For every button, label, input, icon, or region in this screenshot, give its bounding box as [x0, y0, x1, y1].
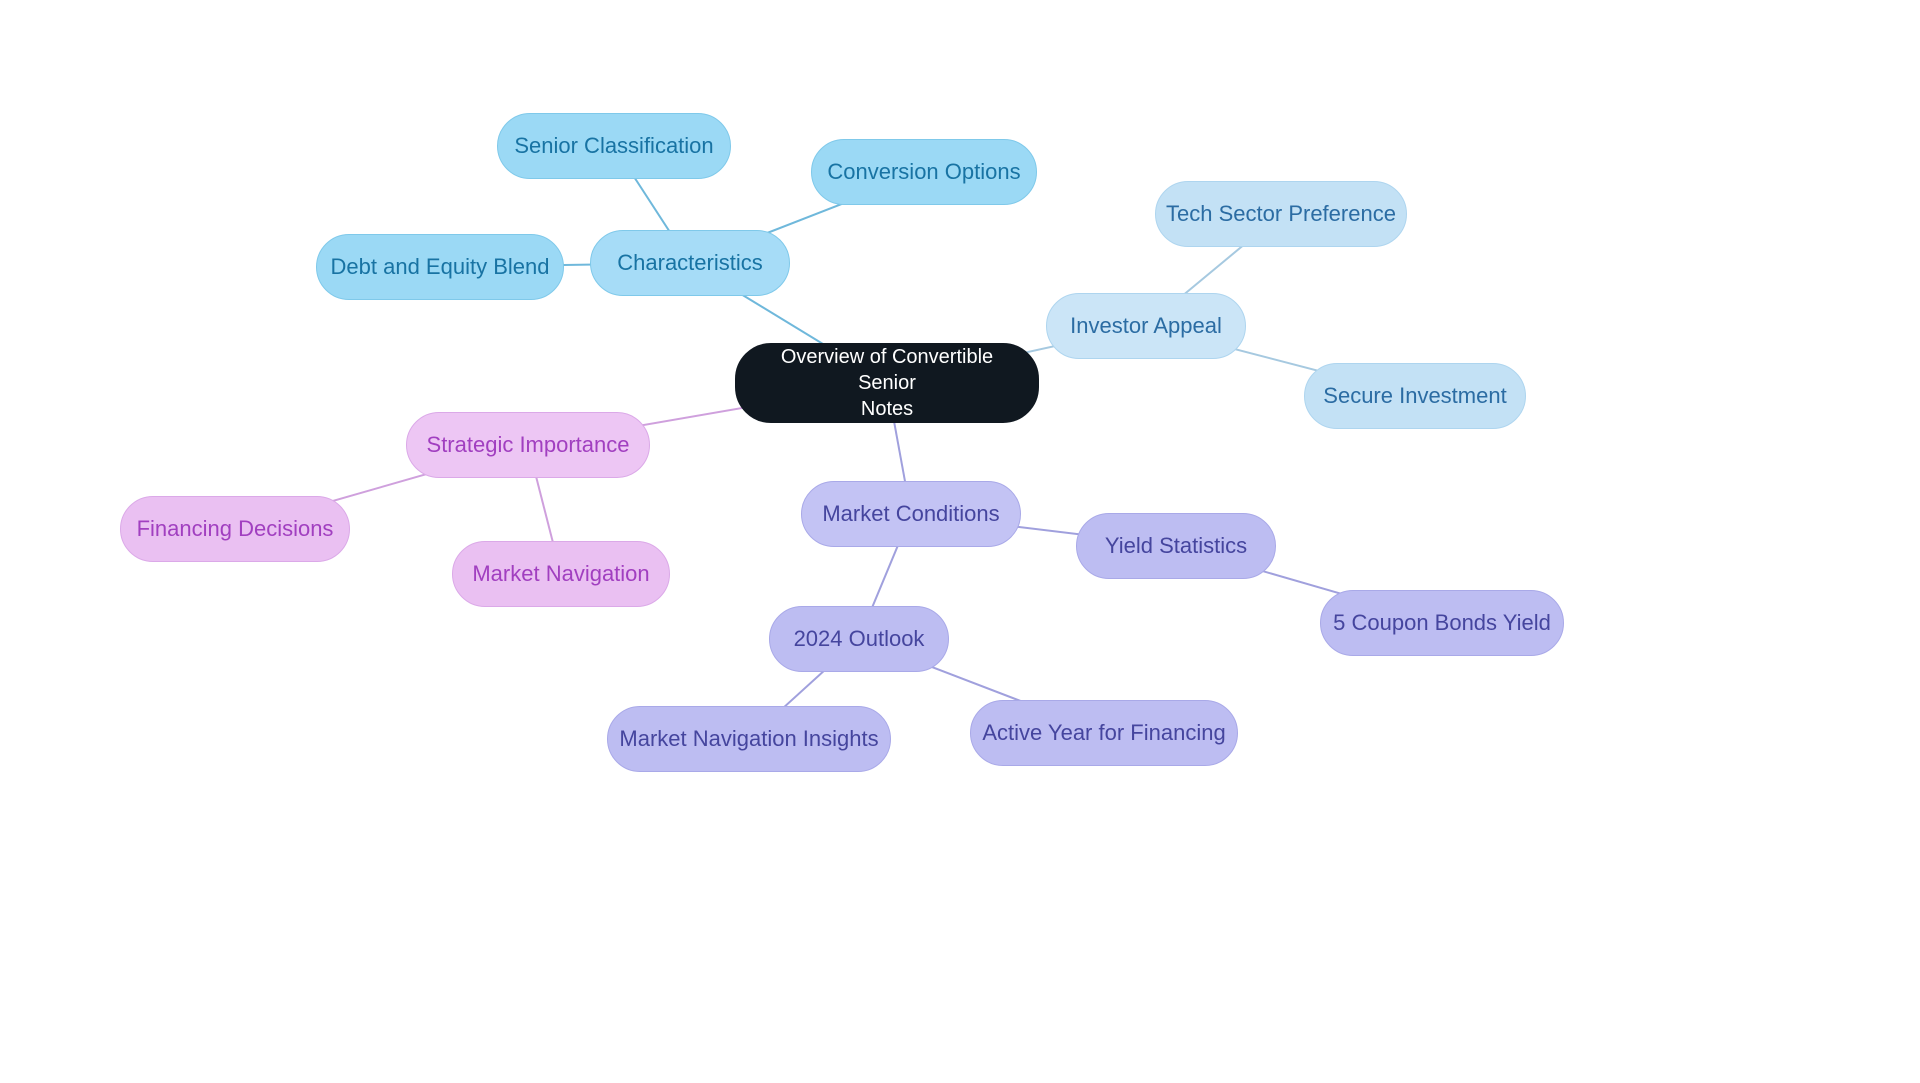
node-label-conversion-options: Conversion Options: [827, 159, 1020, 185]
node-active-year-financing: Active Year for Financing: [970, 700, 1238, 766]
node-label-market-navigation-insights: Market Navigation Insights: [619, 726, 878, 752]
node-secure-investment: Secure Investment: [1304, 363, 1526, 429]
node-strategic-importance: Strategic Importance: [406, 412, 650, 478]
node-outlook-2024: 2024 Outlook: [769, 606, 949, 672]
node-market-conditions: Market Conditions: [801, 481, 1021, 547]
node-root: Overview of Convertible Senior Notes: [735, 343, 1039, 423]
node-label-senior-classification: Senior Classification: [514, 133, 713, 159]
node-label-root: Overview of Convertible Senior Notes: [768, 344, 1006, 422]
node-label-debt-equity-blend: Debt and Equity Blend: [331, 254, 550, 280]
node-label-outlook-2024: 2024 Outlook: [794, 626, 925, 652]
node-label-active-year-financing: Active Year for Financing: [982, 720, 1225, 746]
node-label-strategic-importance: Strategic Importance: [427, 432, 630, 458]
node-label-financing-decisions: Financing Decisions: [137, 516, 334, 542]
node-market-navigation-insights: Market Navigation Insights: [607, 706, 891, 772]
node-label-tech-sector-preference: Tech Sector Preference: [1166, 201, 1396, 227]
node-investor-appeal: Investor Appeal: [1046, 293, 1246, 359]
node-market-navigation: Market Navigation: [452, 541, 670, 607]
node-label-coupon-bonds-yield: 5 Coupon Bonds Yield: [1333, 610, 1551, 636]
node-label-characteristics: Characteristics: [617, 250, 762, 276]
node-coupon-bonds-yield: 5 Coupon Bonds Yield: [1320, 590, 1564, 656]
node-characteristics: Characteristics: [590, 230, 790, 296]
node-yield-statistics: Yield Statistics: [1076, 513, 1276, 579]
node-label-market-navigation: Market Navigation: [472, 561, 649, 587]
node-label-investor-appeal: Investor Appeal: [1070, 313, 1222, 339]
node-label-yield-statistics: Yield Statistics: [1105, 533, 1247, 559]
node-tech-sector-preference: Tech Sector Preference: [1155, 181, 1407, 247]
node-label-secure-investment: Secure Investment: [1323, 383, 1506, 409]
node-conversion-options: Conversion Options: [811, 139, 1037, 205]
node-debt-equity-blend: Debt and Equity Blend: [316, 234, 564, 300]
node-financing-decisions: Financing Decisions: [120, 496, 350, 562]
node-senior-classification: Senior Classification: [497, 113, 731, 179]
node-label-market-conditions: Market Conditions: [822, 501, 999, 527]
